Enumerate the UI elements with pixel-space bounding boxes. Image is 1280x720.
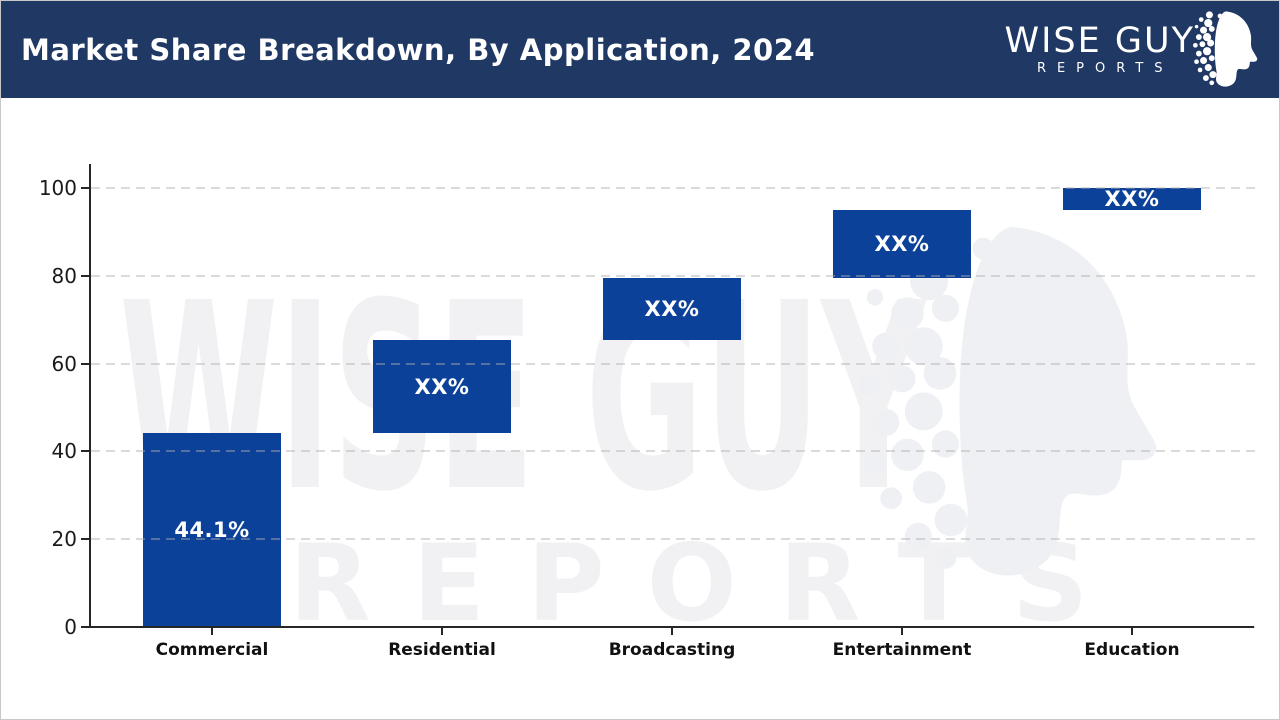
y-axis-line (89, 164, 91, 628)
logo-wordmark: WISE GUY (1004, 21, 1195, 62)
watermark-subtext: REPORTS (289, 522, 1131, 645)
header: Market Share Breakdown, By Application, … (1, 1, 1279, 98)
bar-entertainment: XX% (833, 209, 971, 278)
x-axis-tick (671, 628, 673, 635)
x-category-label: Broadcasting (608, 640, 736, 660)
chart-title: Market Share Breakdown, By Application, … (21, 32, 816, 67)
gridline-20 (91, 538, 1259, 541)
gridline-80 (91, 274, 1259, 277)
y-axis-tick-label: 60 (51, 351, 77, 376)
wiseguy-logo: WISE GUY REPORTS (1004, 9, 1263, 91)
y-axis-tick (81, 362, 89, 365)
y-axis-tick-label: 0 (64, 615, 77, 639)
bar-value-label: XX% (1104, 186, 1160, 211)
y-axis-tick (81, 274, 89, 277)
x-axis-tick (901, 628, 903, 635)
y-axis-tick-label: 80 (51, 263, 77, 288)
x-category-label: Education (1084, 640, 1180, 660)
x-axis-tick (1131, 628, 1133, 635)
bar-broadcasting: XX% (603, 277, 741, 341)
gridline-40 (91, 450, 1259, 453)
x-category-label: Commercial (155, 640, 269, 660)
x-axis-tick (211, 628, 213, 635)
wiseguy-head-icon (1193, 10, 1258, 87)
gridline-60 (91, 362, 1259, 365)
gridline-100 (91, 187, 1259, 189)
y-axis-tick-label: 40 (51, 439, 77, 464)
bar-commercial: 44.1% (143, 433, 281, 627)
x-axis-line (89, 626, 1254, 628)
logo-text: WISE GUY REPORTS (1004, 23, 1195, 76)
y-axis-tick-label: 100 (38, 176, 77, 200)
y-axis-tick (81, 538, 89, 541)
y-axis-tick (81, 626, 89, 628)
x-category-label: Residential (388, 640, 496, 660)
y-axis-tick (81, 450, 89, 453)
logo-subtext: REPORTS (1036, 60, 1174, 76)
bar-residential: XX% (373, 340, 511, 434)
y-axis-tick-label: 20 (51, 527, 77, 552)
bar-value-label: XX% (644, 297, 700, 322)
x-axis-tick (441, 628, 443, 635)
y-axis-tick (81, 187, 89, 189)
x-category-label: Entertainment (832, 640, 972, 660)
bar-education: XX% (1063, 186, 1201, 211)
bar-value-label: XX% (414, 374, 470, 399)
bar-value-label: 44.1% (174, 518, 250, 543)
bar-value-label: XX% (874, 231, 930, 256)
